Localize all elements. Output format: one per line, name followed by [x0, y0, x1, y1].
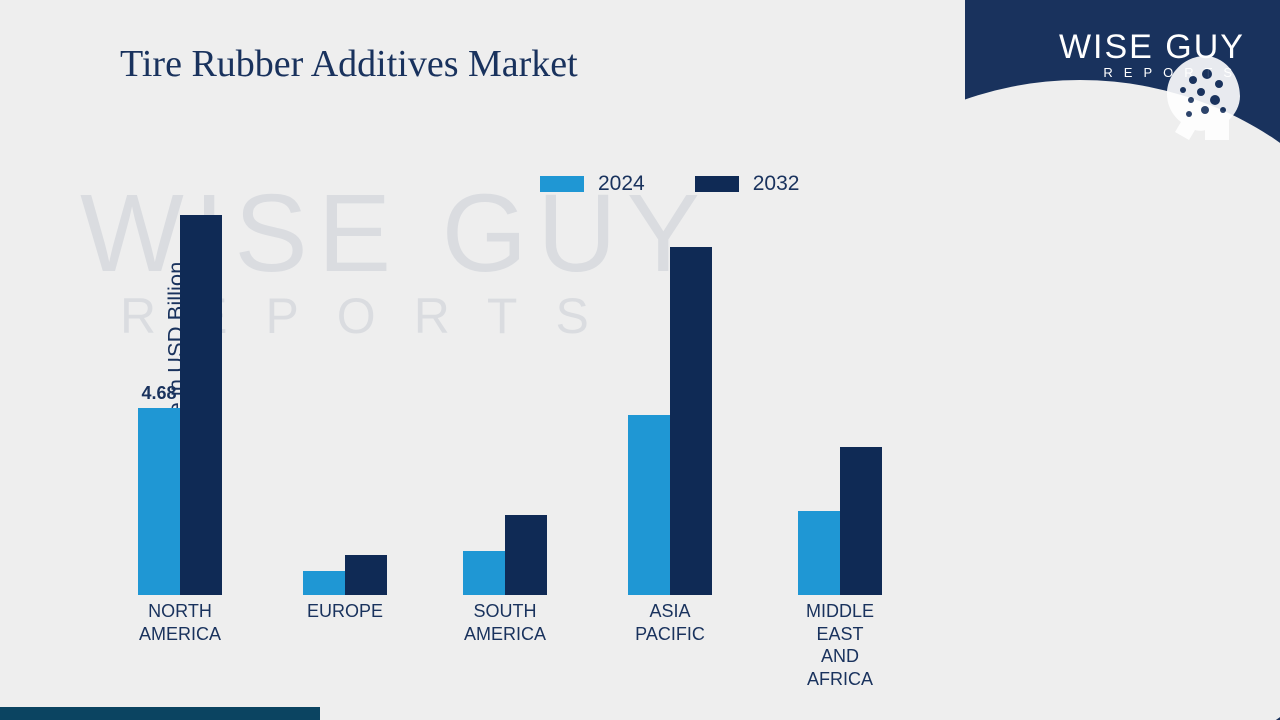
legend-swatch	[695, 176, 739, 192]
x-axis-label: NORTH AMERICA	[139, 600, 221, 645]
logo-head-icon	[1140, 48, 1250, 148]
chart-canvas: WISE GUY REPORTS Tire Rubber Additives M…	[0, 0, 1280, 720]
x-axis-label: SOUTH AMERICA	[464, 600, 546, 645]
plot-area: 4.68	[110, 195, 950, 595]
bar	[840, 447, 882, 595]
chart-title: Tire Rubber Additives Market	[120, 42, 578, 86]
bar	[345, 555, 387, 595]
bar	[303, 571, 345, 595]
bar	[798, 511, 840, 595]
legend-label: 2024	[598, 172, 645, 196]
bar-value-label: 4.68	[141, 383, 176, 404]
bar-group	[463, 515, 547, 595]
legend-label: 2032	[753, 172, 800, 196]
bar	[180, 215, 222, 595]
x-axis-labels: NORTH AMERICA EUROPE SOUTH AMERICA ASIA PAC…	[110, 600, 950, 700]
bar-group	[628, 247, 712, 595]
bar-group	[303, 555, 387, 595]
bar	[505, 515, 547, 595]
bottom-accent-bar	[0, 707, 320, 720]
brand-logo: WISE GUY REPORTS	[1059, 28, 1245, 80]
bar-group	[138, 215, 222, 595]
bar	[138, 408, 180, 595]
bar	[670, 247, 712, 595]
x-axis-label: EUROPE	[307, 600, 383, 623]
x-axis-label: MIDDLE EAST AND AFRICA	[806, 600, 874, 690]
x-axis-label: ASIA PACIFIC	[635, 600, 705, 645]
bar-group	[798, 447, 882, 595]
bar	[463, 551, 505, 595]
legend-swatch	[540, 176, 584, 192]
legend-item-2032: 2032	[695, 172, 800, 196]
legend: 2024 2032	[540, 172, 799, 196]
bar	[628, 415, 670, 595]
legend-item-2024: 2024	[540, 172, 645, 196]
